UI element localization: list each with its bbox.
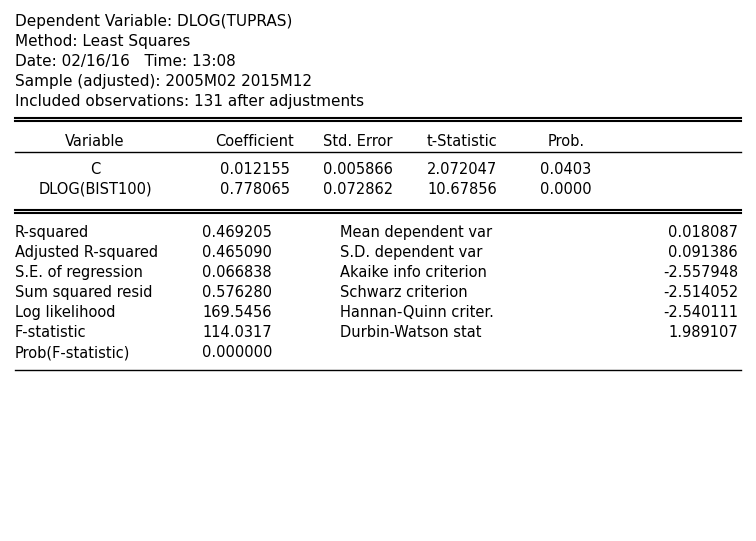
Text: Prob.: Prob. xyxy=(547,134,584,149)
Text: 1.989107: 1.989107 xyxy=(668,325,738,340)
Text: DLOG(BIST100): DLOG(BIST100) xyxy=(39,182,152,197)
Text: Date: 02/16/16   Time: 13:08: Date: 02/16/16 Time: 13:08 xyxy=(15,54,236,69)
Text: 114.0317: 114.0317 xyxy=(203,325,272,340)
Text: Variable: Variable xyxy=(65,134,125,149)
Text: -2.557948: -2.557948 xyxy=(663,265,738,280)
Text: S.D. dependent var: S.D. dependent var xyxy=(340,245,482,260)
Text: S.E. of regression: S.E. of regression xyxy=(15,265,143,280)
Text: Sample (adjusted): 2005M02 2015M12: Sample (adjusted): 2005M02 2015M12 xyxy=(15,74,312,89)
Text: Log likelihood: Log likelihood xyxy=(15,305,116,320)
Text: 0.066838: 0.066838 xyxy=(203,265,272,280)
Text: 0.072862: 0.072862 xyxy=(323,182,393,197)
Text: Hannan-Quinn criter.: Hannan-Quinn criter. xyxy=(340,305,494,320)
Text: 0.778065: 0.778065 xyxy=(220,182,290,197)
Text: Sum squared resid: Sum squared resid xyxy=(15,285,153,300)
Text: Durbin-Watson stat: Durbin-Watson stat xyxy=(340,325,482,340)
Text: 169.5456: 169.5456 xyxy=(203,305,272,320)
Text: 0.465090: 0.465090 xyxy=(202,245,272,260)
Text: 0.0000: 0.0000 xyxy=(541,182,592,197)
Text: Method: Least Squares: Method: Least Squares xyxy=(15,34,191,49)
Text: 0.000000: 0.000000 xyxy=(202,345,272,360)
Text: t-Statistic: t-Statistic xyxy=(426,134,497,149)
Text: 0.005866: 0.005866 xyxy=(323,162,393,177)
Text: Coefficient: Coefficient xyxy=(215,134,294,149)
Text: 0.012155: 0.012155 xyxy=(220,162,290,177)
Text: C: C xyxy=(90,162,100,177)
Text: Std. Error: Std. Error xyxy=(324,134,393,149)
Text: 2.072047: 2.072047 xyxy=(427,162,497,177)
Text: -2.514052: -2.514052 xyxy=(663,285,738,300)
Text: R-squared: R-squared xyxy=(15,225,89,240)
Text: 0.091386: 0.091386 xyxy=(668,245,738,260)
Text: Included observations: 131 after adjustments: Included observations: 131 after adjustm… xyxy=(15,94,364,109)
Text: Akaike info criterion: Akaike info criterion xyxy=(340,265,487,280)
Text: 0.576280: 0.576280 xyxy=(202,285,272,300)
Text: Mean dependent var: Mean dependent var xyxy=(340,225,492,240)
Text: Schwarz criterion: Schwarz criterion xyxy=(340,285,468,300)
Text: Dependent Variable: DLOG(TUPRAS): Dependent Variable: DLOG(TUPRAS) xyxy=(15,14,293,29)
Text: 10.67856: 10.67856 xyxy=(427,182,497,197)
Text: -2.540111: -2.540111 xyxy=(663,305,738,320)
Text: 0.469205: 0.469205 xyxy=(202,225,272,240)
Text: F-statistic: F-statistic xyxy=(15,325,87,340)
Text: Prob(F-statistic): Prob(F-statistic) xyxy=(15,345,130,360)
Text: 0.0403: 0.0403 xyxy=(541,162,592,177)
Text: Adjusted R-squared: Adjusted R-squared xyxy=(15,245,158,260)
Text: 0.018087: 0.018087 xyxy=(668,225,738,240)
